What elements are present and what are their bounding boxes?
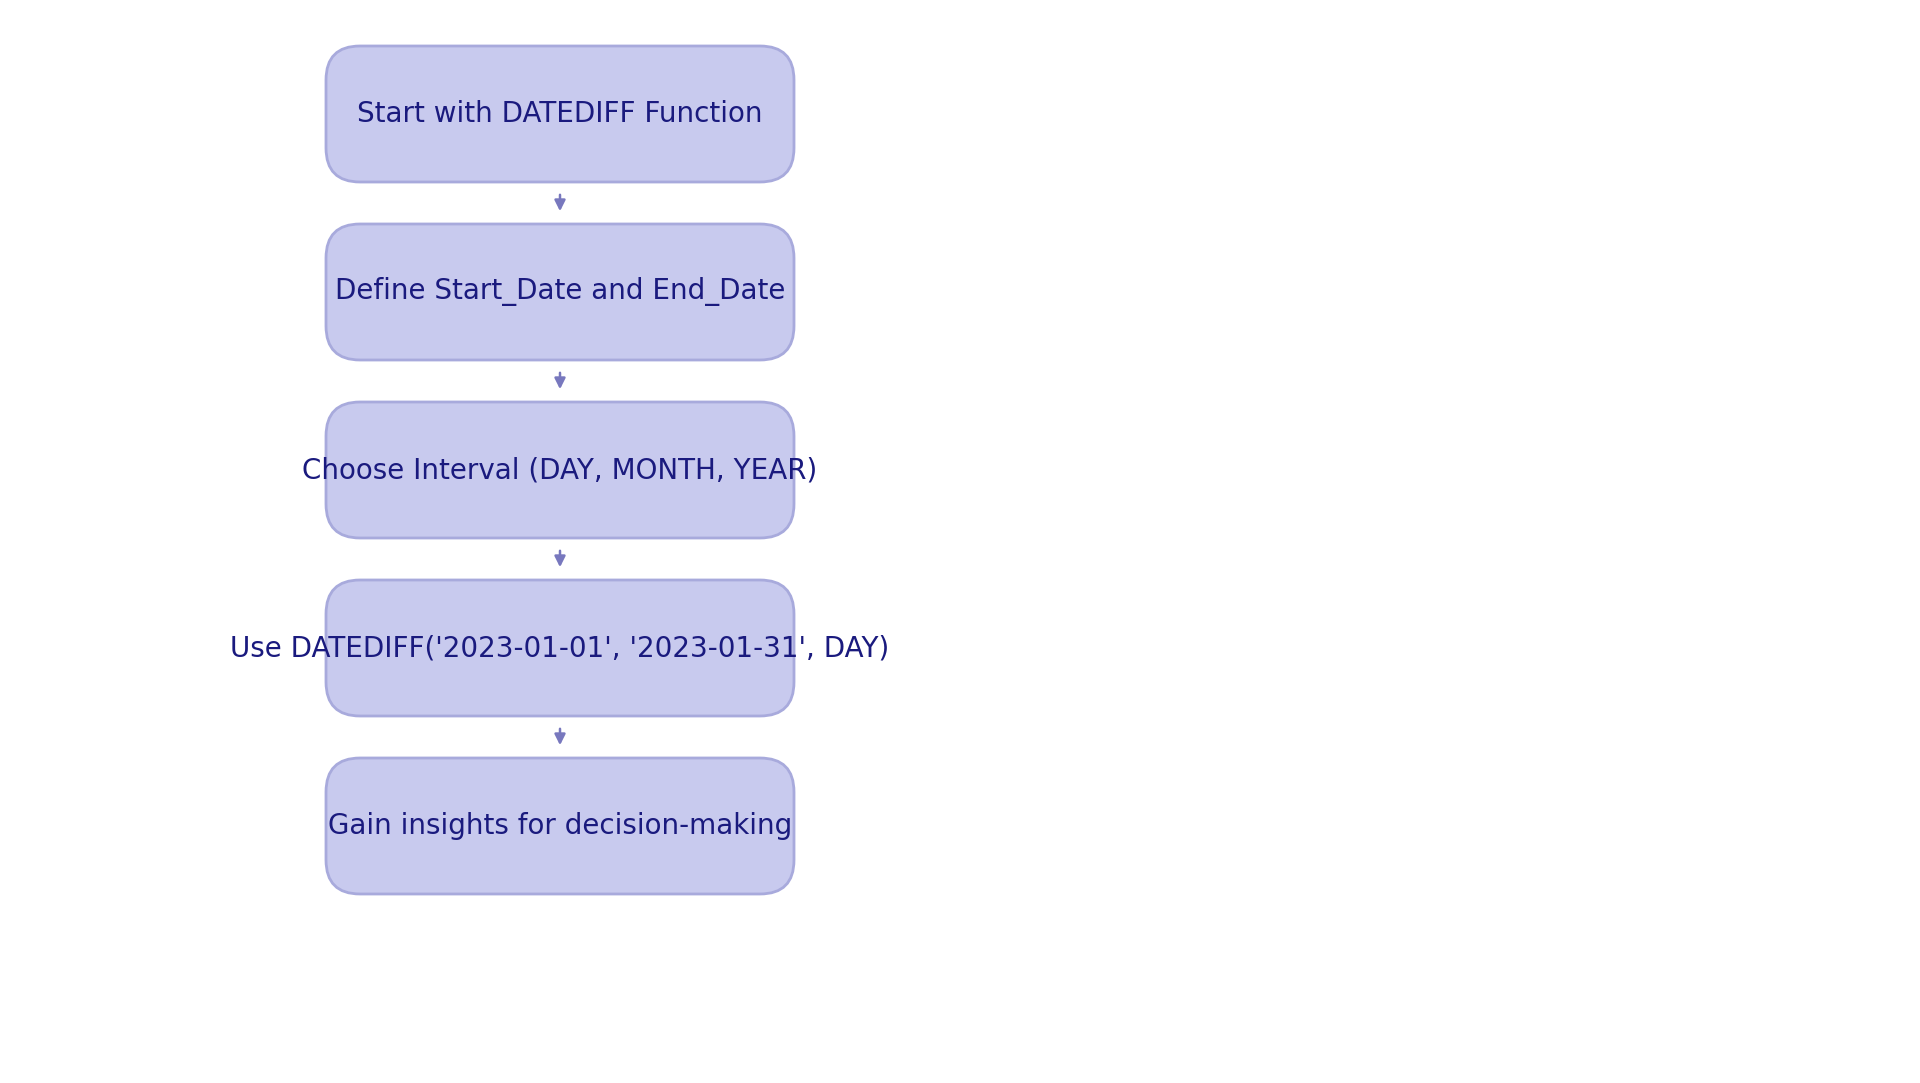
- FancyBboxPatch shape: [326, 402, 795, 538]
- Text: Define Start_Date and End_Date: Define Start_Date and End_Date: [334, 277, 785, 306]
- Text: Choose Interval (DAY, MONTH, YEAR): Choose Interval (DAY, MONTH, YEAR): [301, 456, 818, 484]
- FancyBboxPatch shape: [326, 758, 795, 893]
- Text: Gain insights for decision-making: Gain insights for decision-making: [328, 812, 793, 840]
- FancyBboxPatch shape: [326, 224, 795, 360]
- Text: Start with DATEDIFF Function: Start with DATEDIFF Function: [357, 100, 762, 128]
- FancyBboxPatch shape: [326, 45, 795, 182]
- FancyBboxPatch shape: [326, 580, 795, 716]
- Text: Use DATEDIFF('2023-01-01', '2023-01-31', DAY): Use DATEDIFF('2023-01-01', '2023-01-31',…: [230, 634, 889, 662]
